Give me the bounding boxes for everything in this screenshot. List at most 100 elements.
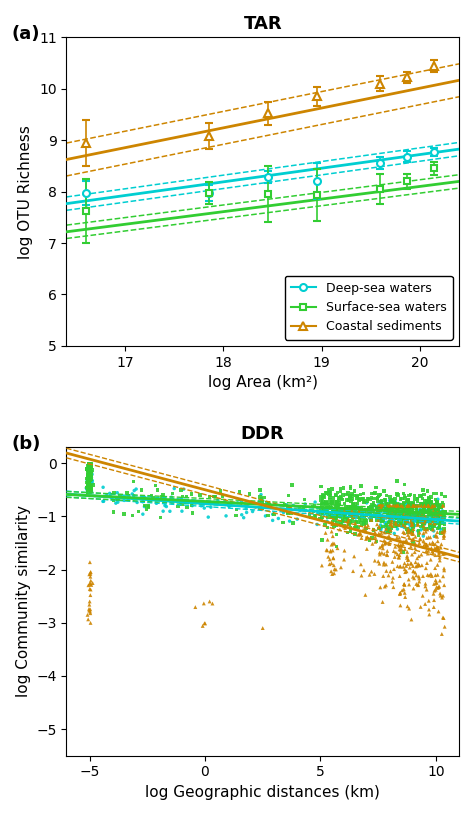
Point xyxy=(334,509,342,522)
Point xyxy=(393,503,401,516)
Point xyxy=(346,482,354,495)
Point xyxy=(370,499,378,512)
Point xyxy=(227,499,234,512)
Point xyxy=(83,474,91,487)
Point xyxy=(87,478,95,491)
Point xyxy=(427,531,434,544)
Point xyxy=(385,517,392,530)
Point xyxy=(434,543,442,556)
Point xyxy=(402,509,410,522)
Point xyxy=(236,486,244,499)
Point xyxy=(401,496,408,509)
Point xyxy=(373,518,381,531)
Point xyxy=(422,525,429,538)
Point xyxy=(419,513,426,526)
Point xyxy=(85,478,93,491)
Point xyxy=(409,517,416,530)
Point xyxy=(214,494,222,507)
Point xyxy=(337,561,345,574)
Point xyxy=(349,509,357,522)
Point xyxy=(88,471,95,484)
Point xyxy=(86,466,93,479)
Point xyxy=(135,505,142,518)
Point xyxy=(85,482,92,496)
Point xyxy=(84,458,92,471)
Point xyxy=(424,544,432,557)
Point xyxy=(368,565,375,578)
Point xyxy=(85,484,93,497)
Point xyxy=(364,518,372,531)
Point xyxy=(411,489,419,502)
Point xyxy=(430,593,438,606)
Point xyxy=(385,532,392,545)
Point xyxy=(429,519,437,532)
Point xyxy=(318,511,326,524)
Point xyxy=(393,510,401,523)
Point xyxy=(355,506,363,519)
Point xyxy=(433,504,441,518)
Point xyxy=(86,458,93,471)
Point xyxy=(374,504,382,518)
Point xyxy=(434,568,441,581)
Point xyxy=(156,511,164,524)
Point xyxy=(85,478,93,491)
Point xyxy=(189,506,196,519)
Point xyxy=(441,523,448,536)
Point xyxy=(405,573,412,586)
Point xyxy=(309,500,316,513)
Point xyxy=(154,483,161,496)
Point xyxy=(381,501,389,514)
Point xyxy=(362,588,369,601)
Point xyxy=(417,512,425,525)
Point xyxy=(338,493,346,506)
Title: DDR: DDR xyxy=(241,425,284,443)
Point xyxy=(438,507,446,520)
Point xyxy=(85,460,92,473)
Point xyxy=(328,567,336,580)
Point xyxy=(394,504,401,518)
Point xyxy=(365,504,373,518)
Point xyxy=(328,509,336,522)
Point xyxy=(259,622,266,635)
Point xyxy=(405,501,412,514)
Point xyxy=(84,486,92,499)
Point xyxy=(84,608,91,621)
Point xyxy=(409,570,417,584)
Point xyxy=(84,485,92,498)
Point xyxy=(426,499,434,512)
Point xyxy=(420,519,428,532)
Point xyxy=(426,514,434,527)
Point xyxy=(436,518,444,531)
Point xyxy=(414,578,422,591)
Point xyxy=(413,506,421,519)
Point xyxy=(438,506,446,519)
Point xyxy=(84,469,91,482)
Point xyxy=(87,483,95,496)
Point xyxy=(414,557,422,570)
Point xyxy=(404,516,412,529)
Point xyxy=(426,537,434,550)
Point xyxy=(394,489,402,502)
Point xyxy=(84,484,92,497)
Point xyxy=(386,494,393,507)
Point xyxy=(86,595,93,608)
Point xyxy=(390,508,397,521)
Point xyxy=(327,545,334,558)
Point xyxy=(365,504,372,518)
Point xyxy=(438,507,446,520)
Point xyxy=(433,500,440,513)
Point xyxy=(423,497,430,510)
Point xyxy=(328,501,336,514)
Point xyxy=(436,501,444,514)
Point xyxy=(333,517,340,530)
Point xyxy=(264,509,272,522)
Point xyxy=(333,505,341,518)
Point xyxy=(366,505,374,518)
Point xyxy=(428,570,436,583)
Point xyxy=(423,512,430,525)
Point xyxy=(86,471,93,484)
Point xyxy=(346,491,354,504)
Point xyxy=(401,478,409,491)
Point xyxy=(87,470,94,483)
Point xyxy=(413,510,421,523)
